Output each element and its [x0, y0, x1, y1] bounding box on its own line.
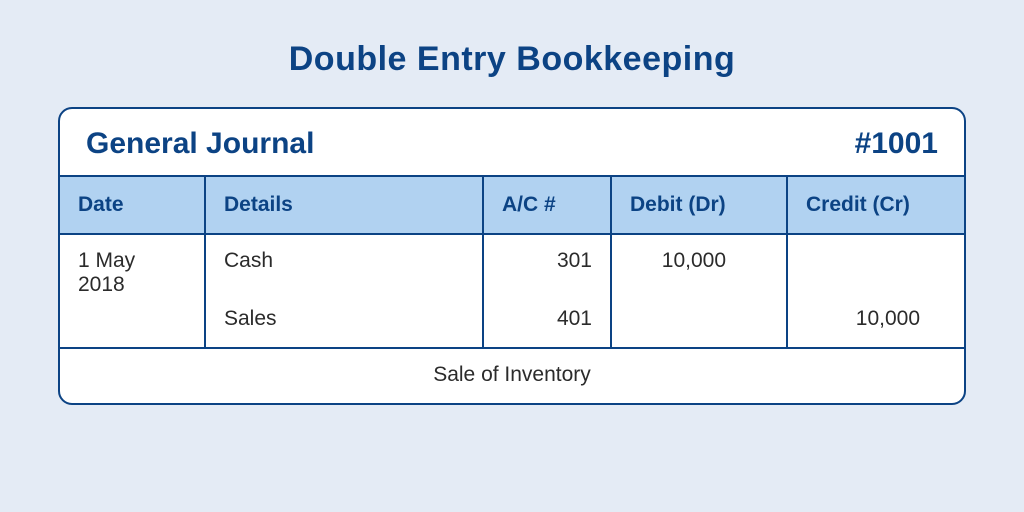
- col-details: Details: [205, 176, 483, 234]
- table-header-row: Date Details A/C # Debit (Dr) Credit (Cr…: [60, 176, 964, 234]
- cell-details: Sales: [205, 305, 483, 348]
- cell-ac: 301: [483, 234, 611, 305]
- cell-details: Cash: [205, 234, 483, 305]
- journal-footer: Sale of Inventory: [60, 348, 964, 403]
- cell-debit: [611, 305, 787, 348]
- cell-credit: 10,000: [787, 305, 964, 348]
- cell-ac: 401: [483, 305, 611, 348]
- cell-debit: 10,000: [611, 234, 787, 305]
- col-debit: Debit (Dr): [611, 176, 787, 234]
- journal-header: General Journal #1001: [60, 109, 964, 175]
- table-row: Sales 401 10,000: [60, 305, 964, 348]
- table-footer-row: Sale of Inventory: [60, 348, 964, 403]
- journal-name: General Journal: [86, 127, 314, 161]
- journal-number: #1001: [855, 127, 938, 161]
- col-ac: A/C #: [483, 176, 611, 234]
- journal-table: Date Details A/C # Debit (Dr) Credit (Cr…: [60, 175, 964, 403]
- cell-credit: [787, 234, 964, 305]
- col-date: Date: [60, 176, 205, 234]
- table-row: 1 May 2018 Cash 301 10,000: [60, 234, 964, 305]
- cell-date: [60, 305, 205, 348]
- col-credit: Credit (Cr): [787, 176, 964, 234]
- cell-date: 1 May 2018: [60, 234, 205, 305]
- page-title: Double Entry Bookkeeping: [58, 40, 966, 79]
- journal-card: General Journal #1001 Date Details A/C #…: [58, 107, 966, 405]
